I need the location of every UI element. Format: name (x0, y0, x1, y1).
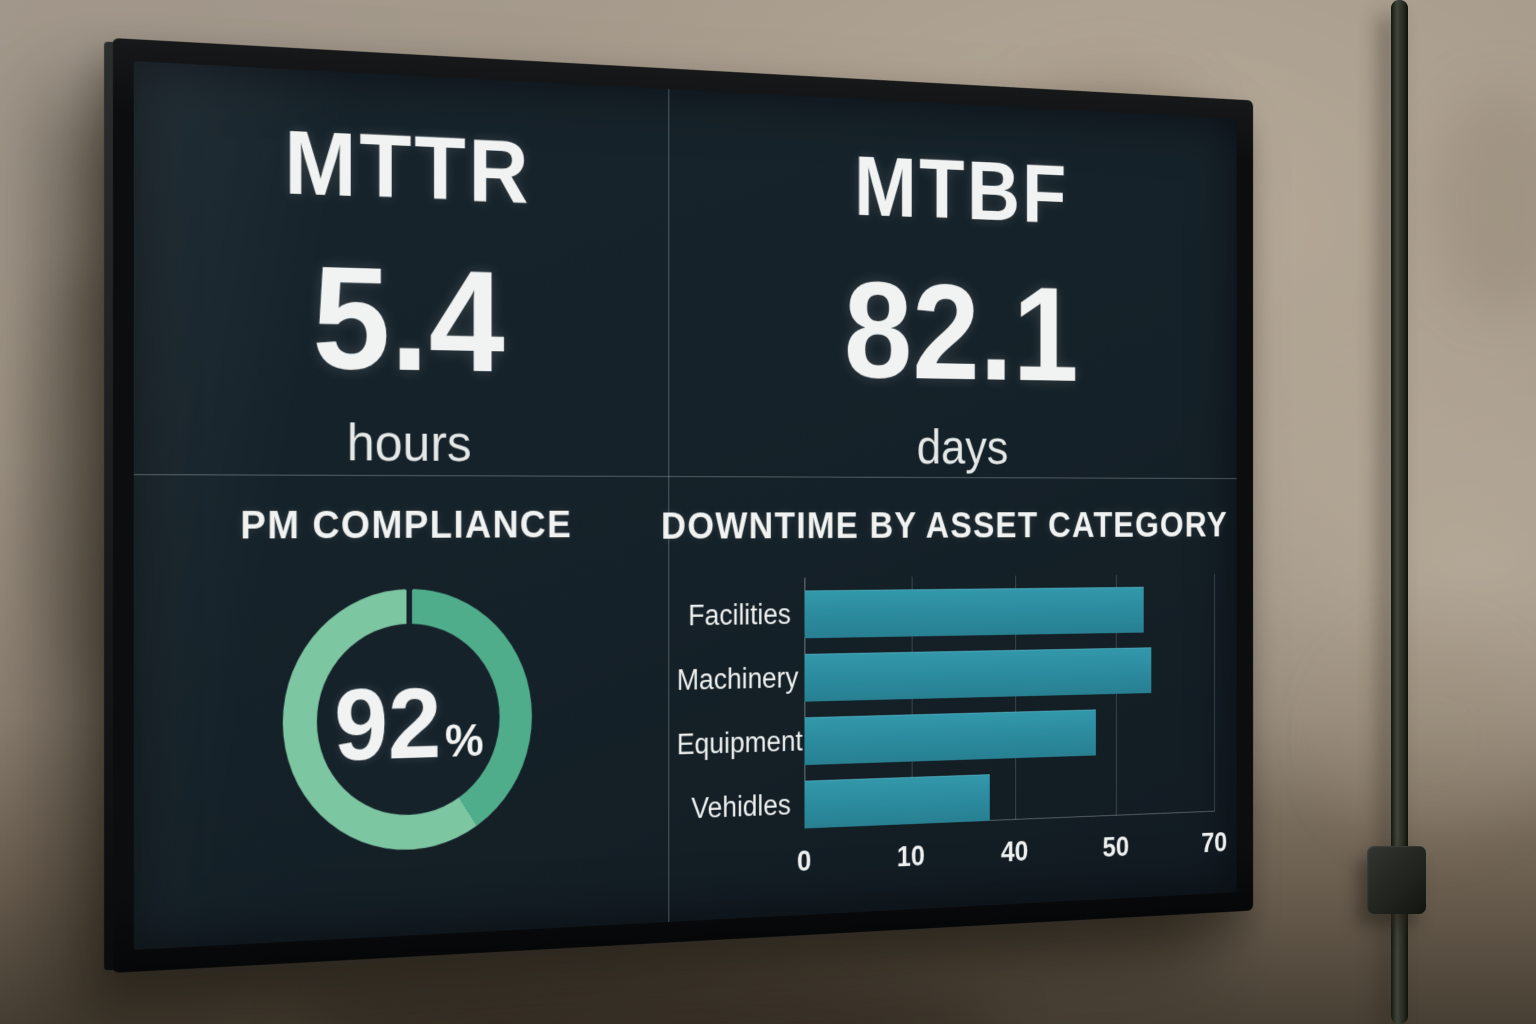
donut-chart: 92 % (283, 588, 533, 856)
kpi-unit: hours (346, 413, 472, 473)
dashboard-screen: MTTR 5.4 hours MTBF 82.1 days PM COMPLIA… (133, 61, 1237, 950)
wall-mounted-tv: MTTR 5.4 hours MTBF 82.1 days PM COMPLIA… (104, 38, 1254, 973)
donut-hole: 92 % (317, 622, 500, 819)
wall-stain (1430, 90, 1536, 310)
x-axis-tick: 10 (896, 840, 925, 874)
percent-sign: % (444, 715, 484, 768)
panel-title: DOWNTIME BY ASSET CATEGORY (661, 506, 1228, 548)
kpi-panel-mtbf: MTBF 82.1 days (668, 89, 1237, 478)
donut-value: 92 (333, 667, 442, 783)
wall-stain (1330, 640, 1530, 840)
bar-chart-plot: Facilities Machinery Equipment Vehidles (676, 574, 1215, 834)
kpi-panel-mttr: MTTR 5.4 hours (134, 61, 668, 476)
bar (804, 587, 1144, 639)
x-axis-tick: 70 (1201, 827, 1228, 859)
panel-title: PM COMPLIANCE (240, 504, 573, 548)
kpi-value: 82.1 (843, 252, 1079, 410)
bar-category-label: Equipment (676, 724, 803, 762)
kpi-unit: days (916, 419, 1009, 475)
bar (804, 647, 1152, 702)
x-axis-tick: 0 (796, 845, 812, 878)
bar-category-label: Vehidles (691, 788, 791, 826)
bar-category-label: Facilities (688, 598, 791, 633)
x-axis-tick-labels: 0 10 40 50 70 (797, 822, 1227, 878)
x-axis-tick: 50 (1102, 831, 1130, 864)
bar-row: Facilities (677, 586, 1214, 640)
bar (804, 709, 1096, 766)
bar (804, 774, 991, 829)
kpi-label: MTTR (284, 113, 532, 222)
tv-frame-side-edge (104, 41, 113, 971)
conduit-junction-box (1367, 846, 1426, 914)
kpi-label: MTBF (853, 139, 1069, 241)
pm-compliance-panel: PM COMPLIANCE 92 % (134, 474, 668, 949)
downtime-panel: DOWNTIME BY ASSET CATEGORY Facilities Mac… (661, 476, 1237, 922)
floor-shadow (300, 980, 1000, 1024)
gridline (1214, 574, 1215, 812)
bar-row: Vehidles (677, 767, 1214, 834)
downtime-bar-chart: Facilities Machinery Equipment Vehidles 0 10… (676, 574, 1227, 884)
x-axis-tick: 40 (1001, 835, 1029, 869)
wall-conduit-pipe (1391, 0, 1408, 1024)
donut-center-label: 92 % (333, 667, 484, 783)
bar-track (804, 586, 1214, 639)
kpi-value: 5.4 (312, 235, 505, 402)
bar-category-label: Machinery (676, 661, 799, 697)
